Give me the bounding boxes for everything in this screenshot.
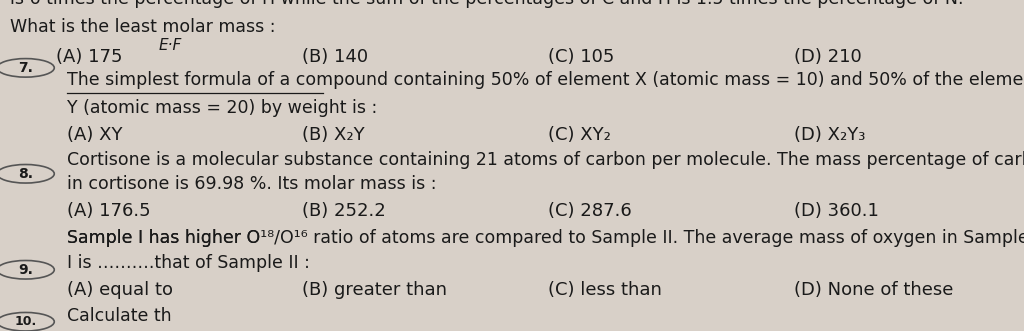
Text: (A) equal to: (A) equal to [67, 281, 173, 299]
Text: Calculate th: Calculate th [67, 307, 171, 325]
Text: is 6 times the percentage of H while the sum of the percentages of C and H is 1.: is 6 times the percentage of H while the… [10, 0, 964, 8]
Text: (C) XY₂: (C) XY₂ [548, 126, 610, 144]
Text: 10.: 10. [14, 315, 37, 328]
Text: 7.: 7. [18, 61, 33, 75]
Text: Cortisone is a molecular substance containing 21 atoms of carbon per molecule. T: Cortisone is a molecular substance conta… [67, 151, 1024, 168]
Text: (C) 105: (C) 105 [548, 48, 614, 66]
Text: (D) None of these: (D) None of these [794, 281, 953, 299]
Text: What is the least molar mass :: What is the least molar mass : [10, 18, 275, 36]
Text: (B) greater than: (B) greater than [302, 281, 447, 299]
Text: Sample I has higher O¹⁸/O¹⁶ ratio of atoms are compared to Sample II. The averag: Sample I has higher O¹⁸/O¹⁶ ratio of ato… [67, 229, 1024, 247]
Text: (D) 360.1: (D) 360.1 [794, 202, 879, 220]
Text: 8.: 8. [18, 167, 33, 181]
Text: I is ……….that of Sample II :: I is ……….that of Sample II : [67, 254, 309, 272]
Text: (D) X₂Y₃: (D) X₂Y₃ [794, 126, 865, 144]
Text: E·F: E·F [159, 38, 182, 53]
Text: 9.: 9. [18, 263, 33, 277]
Text: in cortisone is 69.98 %. Its molar mass is :: in cortisone is 69.98 %. Its molar mass … [67, 175, 436, 193]
Text: Y (atomic mass = 20) by weight is :: Y (atomic mass = 20) by weight is : [67, 99, 377, 117]
Text: (B) 140: (B) 140 [302, 48, 369, 66]
Text: (B) X₂Y: (B) X₂Y [302, 126, 365, 144]
Text: Sample I has higher O: Sample I has higher O [67, 229, 260, 247]
Text: (A) 175: (A) 175 [56, 48, 123, 66]
Text: The simplest formula of a compound containing 50% of element X (atomic mass = 10: The simplest formula of a compound conta… [67, 71, 1024, 89]
Text: (A) 176.5: (A) 176.5 [67, 202, 151, 220]
Text: (B) 252.2: (B) 252.2 [302, 202, 386, 220]
Text: (A) XY: (A) XY [67, 126, 122, 144]
Text: (C) less than: (C) less than [548, 281, 662, 299]
Text: (D) 210: (D) 210 [794, 48, 861, 66]
Text: (C) 287.6: (C) 287.6 [548, 202, 632, 220]
